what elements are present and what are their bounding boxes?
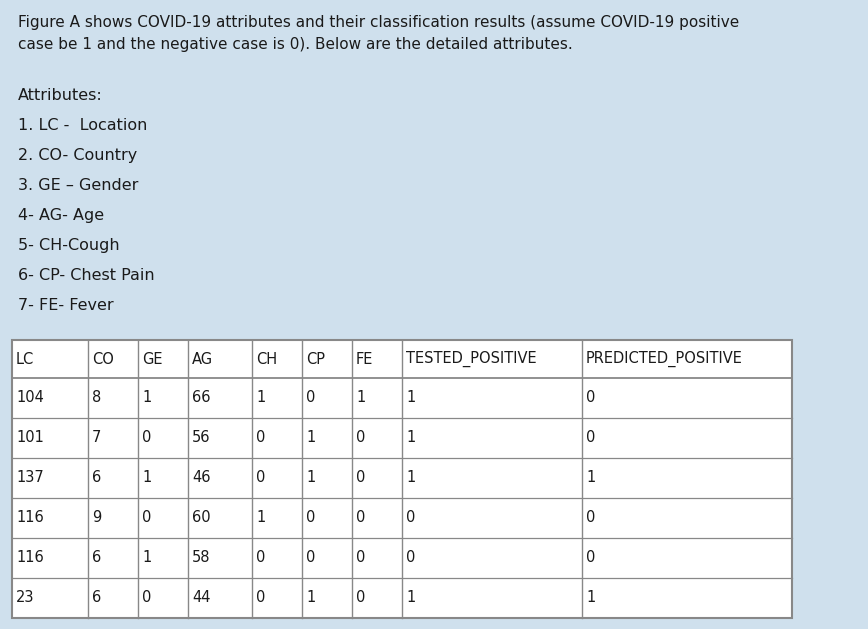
Text: 3. GE – Gender: 3. GE – Gender [18,178,138,193]
Text: PREDICTED_POSITIVE: PREDICTED_POSITIVE [586,351,743,367]
Text: Attributes:: Attributes: [18,88,102,103]
Text: 1: 1 [406,430,415,445]
Text: 0: 0 [306,550,315,565]
Text: 116: 116 [16,511,43,525]
Text: 1: 1 [142,470,151,486]
Text: 0: 0 [142,591,151,606]
Text: 7- FE- Fever: 7- FE- Fever [18,298,114,313]
Text: 0: 0 [586,430,595,445]
Text: 0: 0 [356,591,365,606]
Text: 0: 0 [406,550,416,565]
Text: 6: 6 [92,591,102,606]
Text: CH: CH [256,352,277,367]
Text: AG: AG [192,352,214,367]
Text: FE: FE [356,352,373,367]
Text: 0: 0 [256,470,266,486]
Text: 0: 0 [356,430,365,445]
Text: 1: 1 [356,391,365,406]
Text: 6- CP- Chest Pain: 6- CP- Chest Pain [18,268,155,283]
Text: 1: 1 [406,470,415,486]
Text: 137: 137 [16,470,43,486]
Text: 0: 0 [256,591,266,606]
Text: 0: 0 [142,511,151,525]
Text: 1: 1 [406,591,415,606]
Text: 0: 0 [256,550,266,565]
Text: 101: 101 [16,430,44,445]
Text: 1: 1 [142,550,151,565]
Text: 0: 0 [586,550,595,565]
Text: 0: 0 [306,511,315,525]
Text: 0: 0 [586,391,595,406]
Text: 116: 116 [16,550,43,565]
Text: 2. CO- Country: 2. CO- Country [18,148,137,163]
Text: 44: 44 [192,591,211,606]
Text: 0: 0 [586,511,595,525]
Text: 58: 58 [192,550,211,565]
Text: 4- AG- Age: 4- AG- Age [18,208,104,223]
Text: 60: 60 [192,511,211,525]
Text: 1: 1 [256,391,266,406]
Text: 0: 0 [406,511,416,525]
Text: CO: CO [92,352,114,367]
Text: 7: 7 [92,430,102,445]
Text: 1: 1 [306,591,315,606]
Text: 0: 0 [356,511,365,525]
Text: 1: 1 [306,430,315,445]
Text: 0: 0 [356,550,365,565]
Text: 1: 1 [586,591,595,606]
Text: 8: 8 [92,391,102,406]
Text: 1. LC -  Location: 1. LC - Location [18,118,148,133]
Text: 66: 66 [192,391,211,406]
Text: 6: 6 [92,550,102,565]
Text: LC: LC [16,352,34,367]
Text: 0: 0 [256,430,266,445]
Text: TESTED_POSITIVE: TESTED_POSITIVE [406,351,536,367]
Text: 1: 1 [406,391,415,406]
Bar [12,340,792,618]
Text: 1: 1 [586,470,595,486]
Text: 6: 6 [92,470,102,486]
Text: 1: 1 [256,511,266,525]
Bar [12,340,792,618]
Text: 1: 1 [306,470,315,486]
Text: 104: 104 [16,391,44,406]
Text: 9: 9 [92,511,102,525]
Text: 0: 0 [142,430,151,445]
Text: CP: CP [306,352,325,367]
Text: Figure A shows COVID-19 attributes and their classification results (assume COVI: Figure A shows COVID-19 attributes and t… [18,15,740,52]
Text: 46: 46 [192,470,211,486]
Text: 56: 56 [192,430,211,445]
Text: 0: 0 [356,470,365,486]
Text: 23: 23 [16,591,35,606]
Text: 0: 0 [306,391,315,406]
Text: 5- CH-Cough: 5- CH-Cough [18,238,120,253]
Text: 1: 1 [142,391,151,406]
Text: GE: GE [142,352,162,367]
